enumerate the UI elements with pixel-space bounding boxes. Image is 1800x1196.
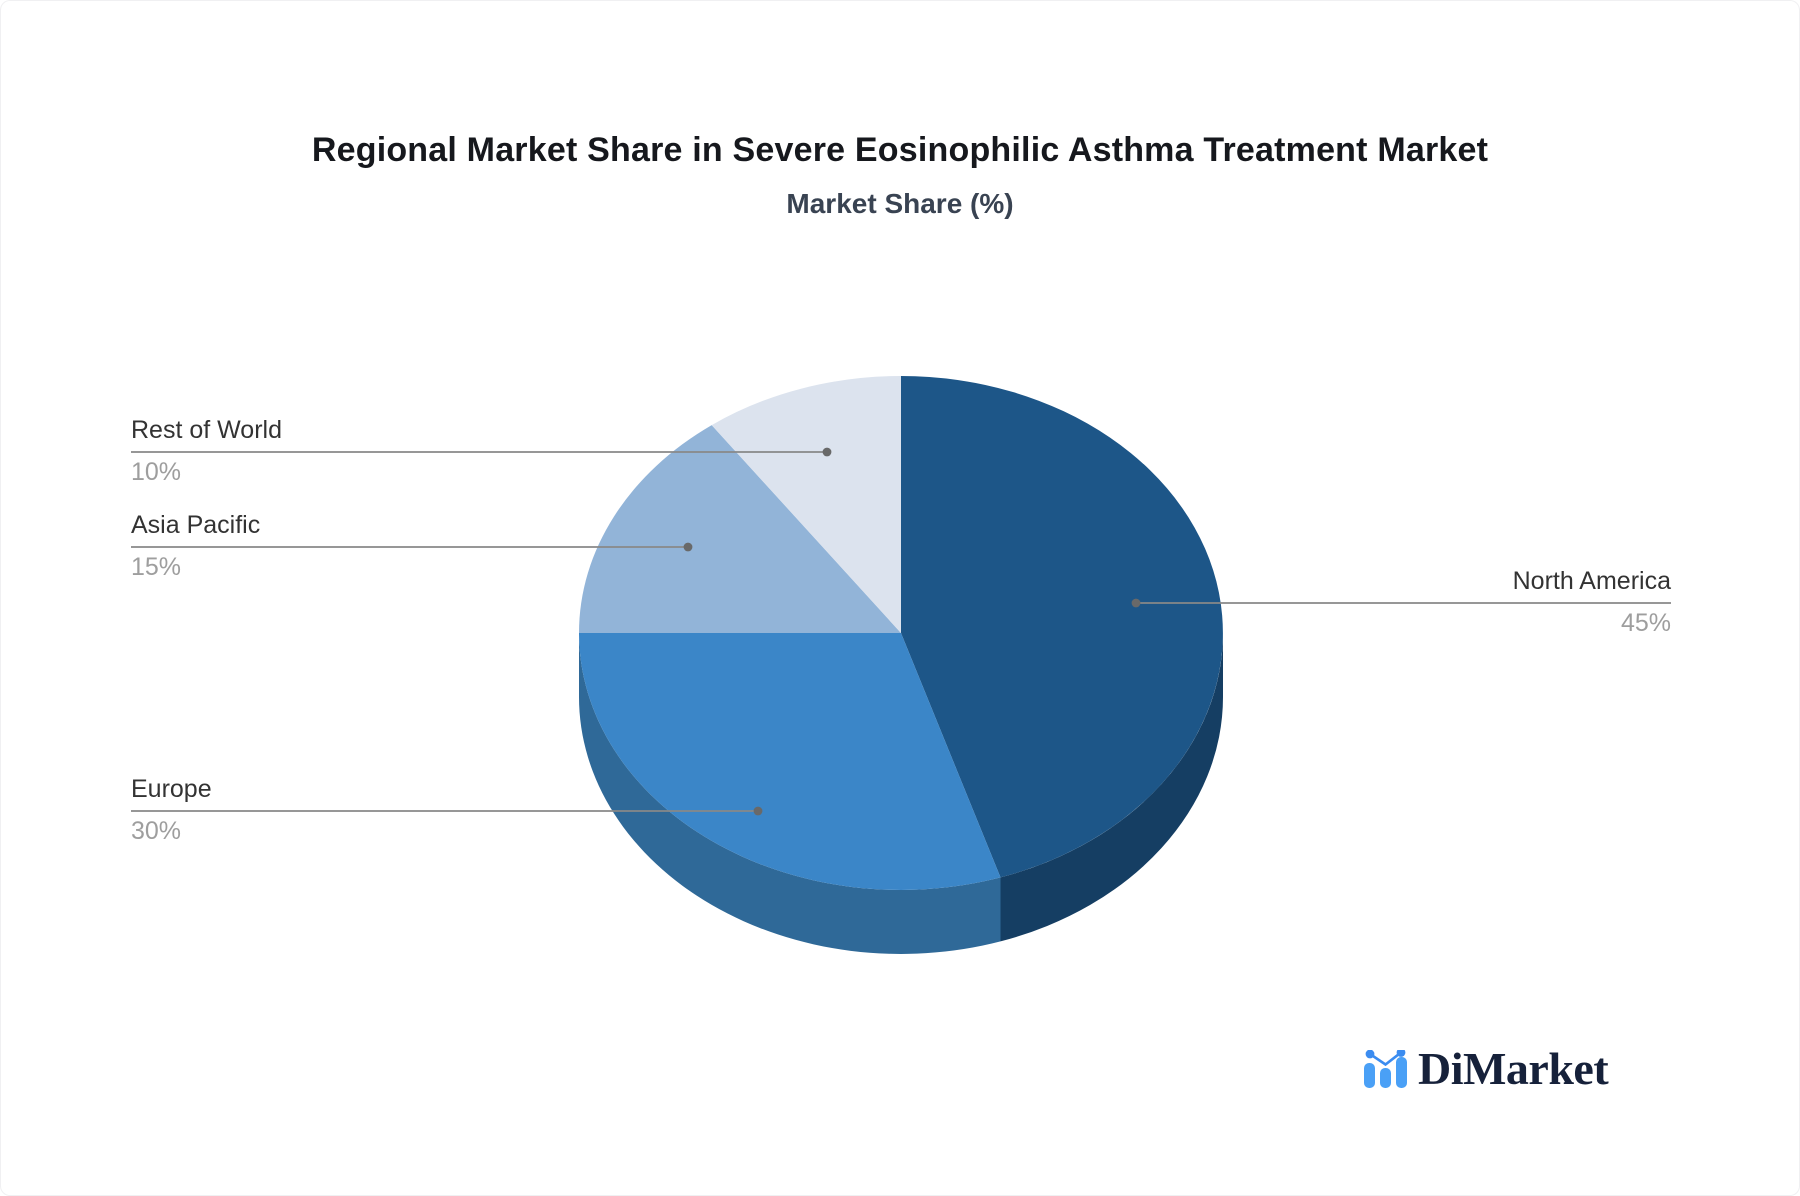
slice-label-name: Asia Pacific [131,511,261,539]
slice-label-value: 30% [131,817,182,845]
pie-slice[interactable] [579,425,901,633]
brand-logo: DiMarket [1363,1043,1609,1094]
slice-label-value: 10% [131,458,182,486]
pie-slice[interactable] [711,376,901,633]
slice-label-name: Rest of World [131,416,282,444]
pie-slice-side [1000,633,1223,942]
slice-label-name: North America [1512,567,1671,595]
pie-slice-side [579,633,1001,954]
logo-bar [1380,1068,1391,1088]
slice-label-value: 15% [131,553,182,581]
chart-subtitle: Market Share (%) [786,188,1014,219]
logo-trend-line [1369,1051,1402,1067]
leader-dot [822,447,832,457]
chart-title: Regional Market Share in Severe Eosinoph… [311,131,1489,169]
pie-slice[interactable] [579,633,1001,890]
bar-chart-logo-icon [1364,1050,1407,1088]
leader-dot [683,542,693,552]
logo-bar [1364,1063,1375,1088]
brand-name: DiMarket [1418,1043,1609,1094]
slice-label-name: Europe [131,775,212,803]
leader-dot [1131,598,1141,608]
logo-point [1396,1050,1406,1057]
pie-slice[interactable] [901,376,1223,878]
logo-bar [1396,1057,1407,1088]
leader-dot [753,806,763,816]
slice-label-value: 45% [1620,609,1671,637]
logo-point [1365,1050,1375,1059]
